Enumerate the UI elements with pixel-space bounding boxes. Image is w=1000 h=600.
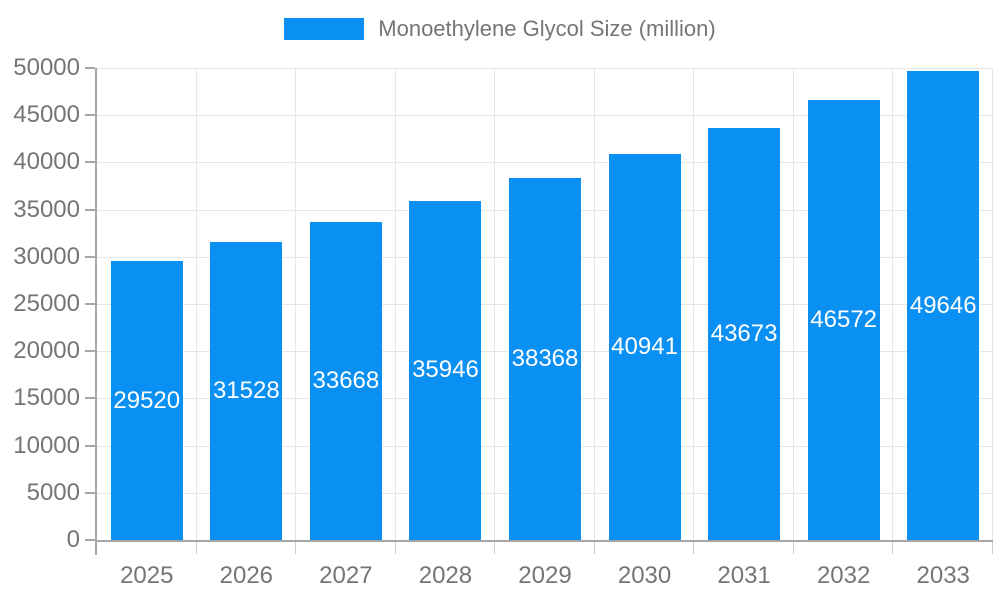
y-tick-label: 25000 xyxy=(13,290,80,317)
gridline-vertical xyxy=(693,68,695,540)
x-tick xyxy=(792,542,794,554)
x-tick xyxy=(693,542,695,554)
y-tick xyxy=(85,161,95,164)
y-tick xyxy=(85,397,95,400)
gridline-horizontal xyxy=(97,68,993,69)
y-tick-label: 10000 xyxy=(13,431,80,459)
bar-value-label: 29520 xyxy=(113,386,181,414)
y-tick-label: 45000 xyxy=(13,101,80,129)
y-tick xyxy=(85,208,95,211)
gridline-vertical xyxy=(295,68,297,540)
y-tick xyxy=(85,350,95,353)
bar-value-label: 31528 xyxy=(212,377,280,405)
bar-2030: 40941 xyxy=(608,153,681,540)
x-tick-label: 2033 xyxy=(916,562,970,589)
bar-value-label: 43673 xyxy=(710,319,778,347)
x-axis-line xyxy=(95,540,993,542)
bar-value-label: 35946 xyxy=(412,356,479,384)
y-tick xyxy=(85,303,95,305)
x-tick xyxy=(992,542,993,554)
bar-2031: 43673 xyxy=(708,127,781,540)
y-tick-label: 0 xyxy=(66,526,80,553)
x-tick-label: 2028 xyxy=(418,562,473,589)
y-tick-label: 40000 xyxy=(13,148,80,176)
bar-2026: 31528 xyxy=(210,242,283,540)
y-tick xyxy=(85,67,95,69)
y-axis-line xyxy=(95,68,97,555)
chart-legend: Monoethylene Glycol Size (million) xyxy=(0,16,1000,42)
gridline-vertical xyxy=(792,68,794,540)
gridline-horizontal xyxy=(97,115,993,117)
y-tick-label: 15000 xyxy=(13,384,80,412)
legend-label: Monoethylene Glycol Size (million) xyxy=(378,16,716,41)
gridline-vertical xyxy=(593,68,595,540)
x-tick-label: 2032 xyxy=(816,562,871,589)
x-tick-label: 2031 xyxy=(717,562,771,589)
x-tick-label: 2029 xyxy=(518,562,572,589)
y-tick-label: 20000 xyxy=(13,337,80,365)
y-tick xyxy=(85,114,95,117)
y-tick xyxy=(85,491,95,494)
x-tick xyxy=(195,542,197,554)
plot-area: 0 5000 10000 15000 20000 25000 30000 35000 40000… xyxy=(13,54,993,589)
bar-value-label: 40941 xyxy=(611,332,678,360)
y-tick-label: 50000 xyxy=(13,54,80,81)
bar-2032: 46572 xyxy=(807,100,880,540)
legend-swatch xyxy=(284,18,365,40)
x-tick xyxy=(494,542,496,554)
bar-value-label: 33668 xyxy=(312,367,380,395)
y-tick xyxy=(85,539,95,541)
bar-2027: 33668 xyxy=(309,222,382,540)
legend-item-monoethylene-glycol-size[interactable]: Monoethylene Glycol Size (million) xyxy=(284,16,716,42)
x-tick-label: 2025 xyxy=(120,562,174,589)
bar-2033: 49646 xyxy=(907,71,980,540)
x-tick-label: 2030 xyxy=(617,562,672,589)
x-tick-label: 2026 xyxy=(219,562,274,589)
bar-2029: 38368 xyxy=(509,177,581,540)
y-tick-label: 35000 xyxy=(13,195,80,223)
x-tick xyxy=(394,542,396,554)
bar-2028: 35946 xyxy=(409,200,482,540)
x-tick xyxy=(593,542,595,554)
gridline-vertical xyxy=(195,68,197,540)
y-tick-label: 30000 xyxy=(13,242,80,270)
x-tick xyxy=(892,542,894,554)
y-tick-label: 5000 xyxy=(26,478,80,506)
gridline-vertical xyxy=(494,68,496,540)
y-tick xyxy=(85,444,95,447)
x-tick-label: 2027 xyxy=(319,562,373,589)
gridline-horizontal xyxy=(97,162,993,164)
y-tick xyxy=(85,255,95,258)
bar-value-label: 46572 xyxy=(810,306,878,334)
gridline-vertical xyxy=(394,68,396,540)
bar-value-label: 49646 xyxy=(909,291,977,319)
x-tick xyxy=(295,542,297,554)
bar-value-label: 38368 xyxy=(511,344,579,372)
bar-2025: 29520 xyxy=(110,261,183,540)
gridline-vertical xyxy=(892,68,894,540)
gridline-vertical xyxy=(992,68,993,540)
